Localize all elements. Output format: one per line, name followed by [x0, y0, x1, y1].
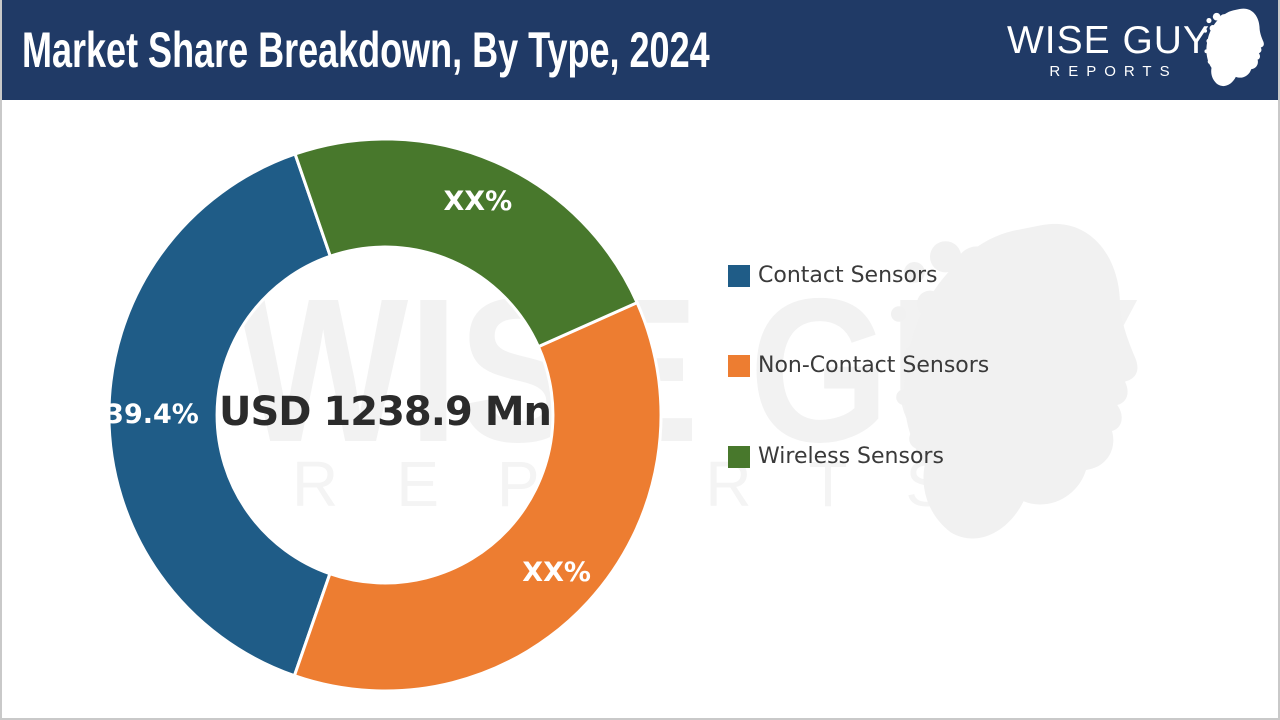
legend-color-swatch [728, 354, 750, 377]
legend-item-wireless-sensors: Wireless Sensors [728, 444, 944, 469]
legend-item-non-contact-sensors: Non-Contact Sensors [728, 353, 989, 378]
page-border-left [0, 0, 2, 720]
segment-value-label: 39.4% [105, 399, 199, 430]
legend-label: Contact Sensors [758, 263, 938, 288]
page-title: Market Share Breakdown, By Type, 2024 [22, 22, 710, 78]
logo-wordmark: WISE GUY REPORTS [1007, 21, 1210, 79]
header-bar: Market Share Breakdown, By Type, 2024 WI… [0, 0, 1280, 100]
donut-segment-non-contact-sensors [292, 300, 663, 693]
legend-color-swatch [728, 264, 750, 287]
chart-center-value: USD 1238.9 Mn [219, 389, 552, 435]
legend-label: Non-Contact Sensors [758, 353, 990, 378]
segment-value-label: XX% [443, 186, 512, 217]
legend-color-swatch [728, 445, 750, 468]
logo-line1: WISE GUY [1006, 19, 1210, 62]
legend-item-contact-sensors: Contact Sensors [728, 263, 937, 288]
wise-guy-logo: WISE GUY REPORTS [1007, 5, 1264, 95]
page-border-bottom [0, 718, 1280, 720]
page-border-right [1278, 0, 1280, 720]
logo-line2: REPORTS [1049, 63, 1178, 80]
logo-head-profile-icon [1200, 5, 1264, 95]
legend-label: Wireless Sensors [758, 444, 944, 469]
segment-value-label: XX% [522, 557, 591, 588]
watermark-wordmark: WISE GUY [238, 256, 1141, 485]
donut-segment-wireless-sensors [293, 137, 640, 349]
